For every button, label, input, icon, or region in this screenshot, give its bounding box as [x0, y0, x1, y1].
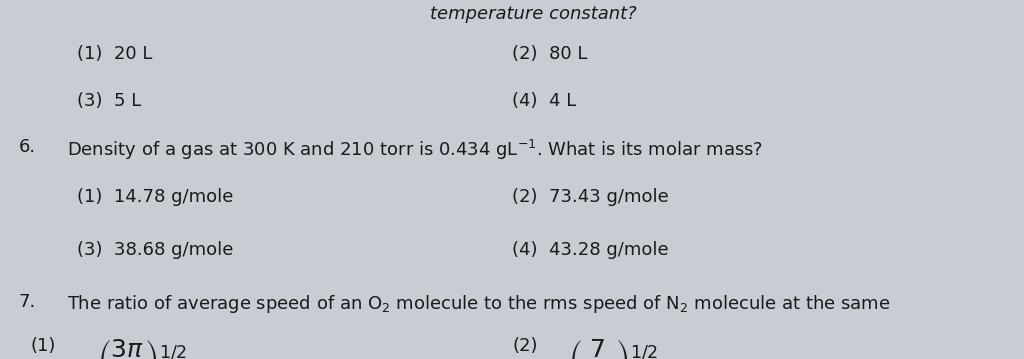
Text: (3)  5 L: (3) 5 L — [77, 92, 141, 109]
Text: (2)  80 L: (2) 80 L — [512, 45, 588, 63]
Text: Density of a gas at 300 K and 210 torr is 0.434 gL$^{-1}$. What is its molar mas: Density of a gas at 300 K and 210 torr i… — [67, 138, 763, 162]
Text: (2): (2) — [512, 337, 538, 355]
Text: 7.: 7. — [18, 293, 36, 311]
Text: (1)  14.78 g/mole: (1) 14.78 g/mole — [77, 188, 233, 206]
Text: 6.: 6. — [18, 138, 36, 156]
Text: (2)  73.43 g/mole: (2) 73.43 g/mole — [512, 188, 669, 206]
Text: (4)  4 L: (4) 4 L — [512, 92, 577, 109]
Text: (1)  20 L: (1) 20 L — [77, 45, 153, 63]
Text: (1): (1) — [31, 337, 56, 355]
Text: (3)  38.68 g/mole: (3) 38.68 g/mole — [77, 241, 233, 258]
Text: The ratio of average speed of an O$_2$ molecule to the rms speed of N$_2$ molecu: The ratio of average speed of an O$_2$ m… — [67, 293, 890, 314]
Text: (4)  43.28 g/mole: (4) 43.28 g/mole — [512, 241, 669, 258]
Text: $\left(\dfrac{3\pi}{7}\right)^{1/2}$: $\left(\dfrac{3\pi}{7}\right)^{1/2}$ — [97, 337, 187, 359]
Text: temperature constant?: temperature constant? — [430, 5, 642, 23]
Text: $\left(\dfrac{7}{3\pi}\right)^{1/2}$: $\left(\dfrac{7}{3\pi}\right)^{1/2}$ — [568, 337, 658, 359]
